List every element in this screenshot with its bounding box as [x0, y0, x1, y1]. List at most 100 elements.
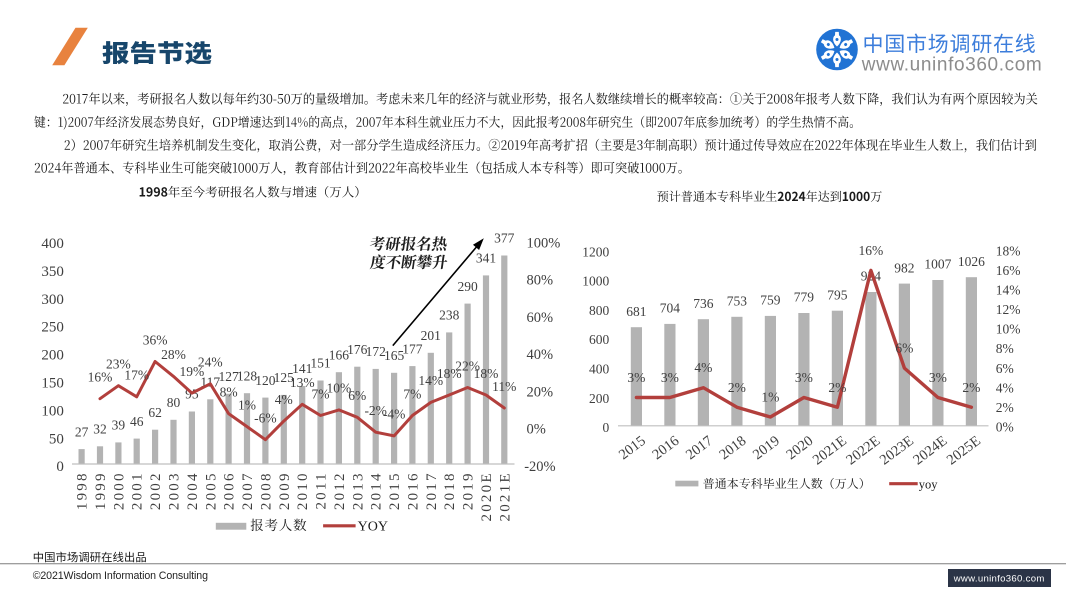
svg-text:0: 0	[56, 459, 64, 475]
svg-text:1999: 1999	[93, 471, 109, 510]
svg-text:1200: 1200	[582, 244, 609, 259]
svg-text:2019: 2019	[461, 471, 477, 510]
svg-text:400: 400	[41, 236, 64, 252]
svg-text:18%: 18%	[474, 366, 499, 381]
svg-text:2019: 2019	[750, 433, 783, 463]
svg-text:40%: 40%	[527, 347, 554, 363]
svg-text:3%: 3%	[661, 370, 679, 385]
svg-text:6%: 6%	[895, 341, 913, 356]
svg-text:2008: 2008	[258, 471, 274, 510]
svg-text:2005: 2005	[203, 471, 219, 510]
svg-text:377: 377	[494, 231, 515, 246]
svg-text:7%: 7%	[403, 386, 421, 401]
svg-text:2013: 2013	[350, 471, 366, 510]
svg-text:3%: 3%	[929, 370, 947, 385]
svg-text:800: 800	[589, 303, 610, 318]
svg-text:2017: 2017	[424, 471, 440, 510]
svg-text:1998: 1998	[75, 471, 91, 510]
svg-text:2024E: 2024E	[910, 433, 950, 469]
svg-text:151: 151	[310, 356, 330, 371]
svg-text:18%: 18%	[996, 243, 1021, 258]
svg-text:300: 300	[41, 292, 64, 308]
svg-text:200: 200	[589, 391, 610, 406]
svg-text:8%: 8%	[996, 341, 1014, 356]
svg-text:-6%: -6%	[254, 411, 277, 426]
svg-text:23%: 23%	[106, 357, 131, 372]
svg-text:24%: 24%	[198, 355, 223, 370]
svg-text:2007: 2007	[240, 471, 256, 510]
svg-text:2014: 2014	[369, 471, 385, 510]
svg-text:2%: 2%	[996, 400, 1014, 415]
svg-text:2018: 2018	[717, 433, 750, 463]
svg-text:19%: 19%	[180, 364, 205, 379]
svg-text:165: 165	[384, 348, 405, 363]
svg-text:200: 200	[41, 348, 64, 364]
svg-text:yoy: yoy	[919, 477, 939, 491]
svg-text:125: 125	[274, 370, 295, 385]
svg-text:12%: 12%	[996, 302, 1021, 317]
svg-text:176: 176	[347, 342, 368, 357]
svg-text:46: 46	[130, 414, 144, 429]
svg-text:3%: 3%	[627, 370, 645, 385]
svg-text:1026: 1026	[958, 254, 985, 269]
svg-text:2015: 2015	[616, 433, 649, 463]
svg-text:8%: 8%	[220, 384, 238, 399]
svg-text:14%: 14%	[996, 283, 1021, 298]
svg-text:250: 250	[41, 320, 64, 336]
svg-text:-2%: -2%	[364, 403, 387, 418]
svg-text:341: 341	[476, 251, 496, 266]
svg-text:2012: 2012	[332, 471, 348, 510]
svg-text:120: 120	[255, 373, 276, 388]
svg-text:2%: 2%	[962, 380, 980, 395]
svg-text:177: 177	[402, 341, 423, 356]
svg-text:350: 350	[41, 264, 64, 280]
svg-text:704: 704	[660, 301, 681, 316]
svg-text:32: 32	[93, 422, 107, 437]
svg-text:400: 400	[589, 362, 610, 377]
svg-text:166: 166	[329, 347, 350, 362]
svg-text:0%: 0%	[996, 419, 1014, 434]
svg-text:2025E: 2025E	[944, 433, 984, 469]
svg-text:10%: 10%	[996, 322, 1021, 337]
svg-text:2021E: 2021E	[497, 471, 513, 521]
svg-text:2017: 2017	[683, 433, 716, 463]
svg-text:4%: 4%	[694, 360, 712, 375]
svg-text:736: 736	[693, 296, 714, 311]
svg-text:6%: 6%	[996, 361, 1014, 376]
svg-text:39: 39	[112, 418, 126, 433]
svg-text:600: 600	[589, 332, 610, 347]
svg-text:1%: 1%	[761, 390, 779, 405]
svg-text:238: 238	[439, 308, 460, 323]
svg-text:2%: 2%	[828, 380, 846, 395]
svg-text:172: 172	[366, 344, 386, 359]
svg-text:2021E: 2021E	[810, 433, 850, 469]
svg-text:681: 681	[626, 304, 646, 319]
svg-text:2002: 2002	[148, 471, 164, 510]
svg-text:50: 50	[49, 431, 64, 447]
svg-text:4%: 4%	[275, 392, 293, 407]
svg-text:2003: 2003	[167, 471, 183, 510]
svg-text:-20%: -20%	[524, 459, 555, 475]
svg-text:141: 141	[292, 361, 312, 376]
svg-text:28%: 28%	[161, 347, 186, 362]
svg-text:80%: 80%	[527, 273, 554, 289]
svg-text:2015: 2015	[387, 471, 403, 510]
svg-text:2018: 2018	[442, 471, 458, 510]
svg-text:2001: 2001	[130, 471, 146, 510]
svg-text:201: 201	[421, 328, 441, 343]
svg-text:2004: 2004	[185, 471, 201, 510]
svg-text:127: 127	[218, 369, 239, 384]
svg-text:753: 753	[727, 294, 748, 309]
svg-text:2011: 2011	[314, 471, 330, 509]
svg-text:3%: 3%	[795, 370, 813, 385]
svg-text:7%: 7%	[312, 386, 330, 401]
svg-text:0: 0	[603, 420, 610, 435]
svg-text:www.uninfo360.com: www.uninfo360.com	[953, 573, 1045, 584]
svg-text:16%: 16%	[996, 263, 1021, 278]
svg-text:2009: 2009	[277, 471, 293, 510]
svg-text:18%: 18%	[437, 366, 462, 381]
svg-text:17%: 17%	[124, 368, 149, 383]
svg-text:©2021Wisdom Information Consul: ©2021Wisdom Information Consulting	[33, 570, 208, 582]
svg-text:60%: 60%	[527, 310, 554, 326]
svg-text:27: 27	[75, 424, 89, 439]
